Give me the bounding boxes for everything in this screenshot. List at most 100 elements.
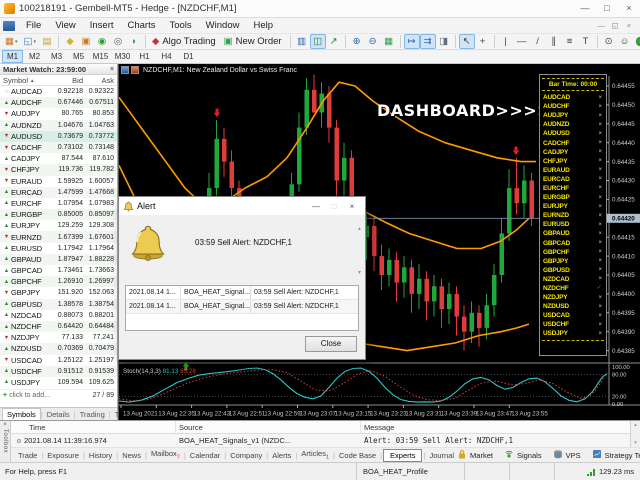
dashboard-pair-row[interactable]: CADJPY × bbox=[540, 148, 606, 157]
column-symbol[interactable]: Symbol bbox=[3, 75, 29, 85]
zoom-in-icon[interactable]: ⊕ bbox=[349, 34, 365, 49]
service-vps[interactable]: VPS bbox=[553, 449, 581, 461]
timeframe-m1[interactable]: M1 bbox=[2, 50, 23, 63]
market-watch-row[interactable]: ▲ AUDCHF 0.67446 0.67511 bbox=[0, 97, 117, 109]
dashboard-pair-row[interactable]: USDCHF × bbox=[540, 320, 606, 329]
dashboard-pair-row[interactable]: NZDCAD × bbox=[540, 275, 606, 284]
dashboard-pair-row[interactable]: USDCAD × bbox=[540, 311, 606, 320]
lock-icon[interactable]: ▣ bbox=[78, 34, 94, 49]
connection-status[interactable]: 129.23 ms bbox=[554, 463, 640, 480]
profiles-icon[interactable]: ◱ ▾ bbox=[21, 34, 40, 49]
dashboard-pair-row[interactable]: EURJPY × bbox=[540, 202, 606, 211]
menu-view[interactable]: View bbox=[55, 20, 76, 31]
market-watch-row[interactable]: ▼ CADCHF 0.73102 0.73148 bbox=[0, 141, 117, 154]
tab-code-base[interactable]: Code Base bbox=[338, 450, 377, 460]
alert-history-list[interactable]: 2021.08.14 1... BOA_HEAT_Signal... 03:59 S… bbox=[125, 285, 359, 331]
column-bid[interactable]: Bid bbox=[72, 75, 83, 85]
tab-company[interactable]: Company bbox=[230, 450, 263, 460]
market-watch-row[interactable]: ▼ AUDJPY 80.765 80.853 bbox=[0, 108, 117, 119]
sounds-icon[interactable]: ◉ bbox=[94, 34, 110, 49]
alert-minimize-icon[interactable]: — bbox=[312, 201, 320, 211]
ruler-icon[interactable]: ◆ bbox=[62, 34, 78, 49]
alert-row[interactable]: 2021.08.14 1... BOA_HEAT_Signal... 03:59 S… bbox=[126, 286, 358, 300]
candle-chart-icon[interactable]: ◫ bbox=[309, 34, 326, 49]
market-watch-icon[interactable]: ▤ bbox=[39, 34, 55, 49]
timeframe-d1[interactable]: D1 bbox=[183, 52, 194, 61]
market-watch-row[interactable]: ▼ NZDJPY 77.133 77.241 bbox=[0, 332, 117, 343]
mdi-close-icon[interactable]: × bbox=[626, 21, 632, 30]
market-watch-row[interactable]: ▲ EURCAD 1.47599 1.47668 bbox=[0, 186, 117, 198]
market-watch-row[interactable]: ▲ USDJPY 109.594 109.625 bbox=[0, 377, 117, 388]
dashboard-pair-row[interactable]: NZDCHF ✓ bbox=[540, 284, 606, 293]
connection-indicator[interactable] bbox=[633, 34, 640, 49]
dashboard-pair-row[interactable]: AUDJPY × bbox=[540, 111, 606, 120]
bar-chart-icon[interactable]: ▥ bbox=[294, 34, 310, 49]
horizontal-line-icon[interactable]: — bbox=[514, 34, 530, 49]
text-icon[interactable]: T bbox=[578, 34, 594, 49]
shift-end-icon[interactable]: ↦ bbox=[403, 34, 420, 49]
dashboard-pair-row[interactable]: NZDJPY × bbox=[540, 293, 606, 302]
market-watch-row[interactable]: ▲ GBPUSD 1.38578 1.38754 bbox=[0, 298, 117, 310]
log-row[interactable]: 2021.08.14 11:39:16.974 BOA_HEAT_Signals… bbox=[11, 434, 630, 447]
market-watch-row[interactable]: ▲ NZDCHF 0.64420 0.64484 bbox=[0, 320, 117, 333]
market-watch-row[interactable]: ▲ NZDUSD 0.70369 0.70479 bbox=[0, 343, 117, 355]
menu-file[interactable]: File bbox=[26, 20, 42, 31]
search-icon[interactable]: ⊙ bbox=[601, 34, 617, 49]
menu-tools[interactable]: Tools bbox=[169, 20, 192, 31]
market-watch-row[interactable]: ▲ EURJPY 129.259 129.308 bbox=[0, 220, 117, 231]
click-to-add[interactable]: click to add... bbox=[9, 391, 50, 399]
scrollbar-down-icon[interactable]: ▾ bbox=[634, 440, 637, 446]
dashboard-pair-row[interactable]: EURNZD × bbox=[540, 211, 606, 220]
service-market[interactable]: Market bbox=[457, 449, 493, 461]
market-watch-row[interactable]: ▲ GBPCAD 1.73461 1.73663 bbox=[0, 265, 117, 276]
dashboard-pair-row[interactable]: AUDCHF × bbox=[540, 102, 606, 111]
dashboard-pair-row[interactable]: AUDNZD × bbox=[540, 120, 606, 129]
channel-icon[interactable]: ∥ bbox=[546, 34, 562, 49]
crosshair-icon[interactable]: + bbox=[475, 34, 491, 49]
log-scrollbar[interactable]: ▴ ▾ bbox=[630, 421, 640, 447]
mdi-minimize-icon[interactable]: — bbox=[597, 21, 605, 30]
market-watch-row[interactable]: ▲ CADJPY 87.544 87.610 bbox=[0, 153, 117, 164]
tab-calendar[interactable]: Calendar bbox=[189, 450, 221, 460]
trendline-icon[interactable]: / bbox=[530, 34, 546, 49]
dashboard-pair-row[interactable]: GBPUSD × bbox=[540, 266, 606, 275]
support-icon[interactable]: ◗ bbox=[126, 34, 142, 49]
scrollbar-up-icon[interactable]: ▴ bbox=[634, 422, 637, 428]
market-watch-row[interactable]: ▲ USDCHF 0.91512 0.91539 bbox=[0, 365, 117, 377]
cursor-icon[interactable]: ↖ bbox=[458, 34, 475, 49]
close-icon[interactable]: × bbox=[626, 3, 632, 13]
mdi-restore-icon[interactable]: ◱ bbox=[611, 21, 619, 30]
market-watch-row[interactable]: ▼ GBPJPY 151.920 152.063 bbox=[0, 287, 117, 298]
market-watch-row[interactable]: ○ AUDCAD 0.92218 0.92322 bbox=[0, 86, 117, 97]
new-order-button[interactable]: ▣ New Order bbox=[221, 34, 287, 49]
log-column-time[interactable]: Time bbox=[11, 421, 176, 433]
dashboard-pair-row[interactable]: GBPJPY × bbox=[540, 257, 606, 266]
column-ask[interactable]: Ask bbox=[101, 75, 114, 85]
dashboard-pair-row[interactable]: CHFJPY × bbox=[540, 157, 606, 166]
market-watch-close-icon[interactable]: × bbox=[109, 65, 114, 73]
tab-journal[interactable]: Journal bbox=[429, 450, 455, 460]
line-chart-icon[interactable]: ↗ bbox=[326, 34, 342, 49]
market-watch-row[interactable]: ▲ GBPCHF 1.26910 1.26997 bbox=[0, 276, 117, 288]
market-watch-row[interactable]: ▲ EURCHF 1.07954 1.07983 bbox=[0, 198, 117, 209]
smiley-icon[interactable]: ☺ bbox=[617, 34, 633, 49]
timeframe-h4[interactable]: H4 bbox=[161, 52, 172, 61]
tab-trading[interactable]: Trading bbox=[79, 409, 105, 419]
dashboard-pair-row[interactable]: EURCAD × bbox=[540, 175, 606, 184]
timeframe-m3[interactable]: M3 bbox=[50, 52, 63, 61]
toolbox-close-icon[interactable]: × bbox=[3, 422, 7, 428]
log-column-message[interactable]: Message bbox=[364, 422, 395, 432]
dashboard-pair-row[interactable]: USDJPY × bbox=[540, 329, 606, 338]
market-watch-row[interactable]: ▼ USDCAD 1.25122 1.25197 bbox=[0, 355, 117, 366]
market-watch-row[interactable]: ▲ EURUSD 1.17942 1.17964 bbox=[0, 243, 117, 254]
tab-experts[interactable]: Experts bbox=[383, 448, 423, 462]
tab-mailbox[interactable]: Mailbox7 bbox=[150, 449, 180, 461]
dashboard-pair-row[interactable]: GBPCAD × bbox=[540, 239, 606, 248]
alert-close-icon[interactable]: × bbox=[349, 201, 355, 211]
service-signals[interactable]: Signals bbox=[504, 449, 542, 461]
alert-row[interactable]: 2021.08.14 1... BOA_HEAT_Signal... 03:59 S… bbox=[126, 300, 358, 314]
market-watch-row[interactable]: ▼ EURAUD 1.59925 1.60057 bbox=[0, 176, 117, 187]
market-watch-row[interactable]: ▼ EURNZD 1.67399 1.67601 bbox=[0, 231, 117, 243]
vertical-line-icon[interactable]: | bbox=[498, 34, 514, 49]
tab-trade[interactable]: Trade bbox=[18, 450, 38, 460]
